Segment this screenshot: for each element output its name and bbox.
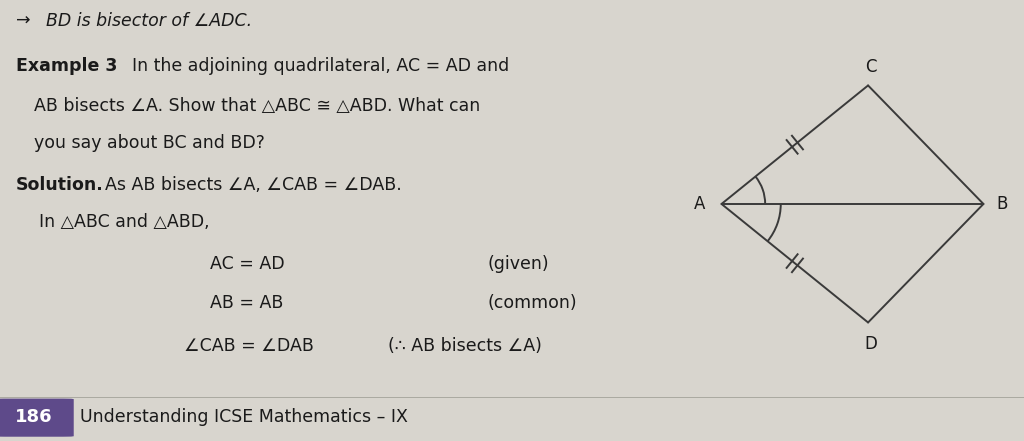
Text: AB = AB: AB = AB bbox=[210, 294, 284, 312]
Text: D: D bbox=[864, 335, 878, 353]
Text: BD is bisector of ∠ADC.: BD is bisector of ∠ADC. bbox=[46, 12, 252, 30]
Text: B: B bbox=[996, 195, 1008, 213]
Text: Understanding ICSE Mathematics – IX: Understanding ICSE Mathematics – IX bbox=[80, 408, 408, 426]
Text: ∠CAB = ∠DAB: ∠CAB = ∠DAB bbox=[183, 337, 313, 355]
Text: (common): (common) bbox=[487, 294, 578, 312]
Text: C: C bbox=[865, 58, 877, 76]
Text: →: → bbox=[15, 12, 30, 30]
Text: In the adjoining quadrilateral, AC = AD and: In the adjoining quadrilateral, AC = AD … bbox=[132, 57, 509, 75]
Text: A: A bbox=[694, 195, 706, 213]
Text: Example 3: Example 3 bbox=[15, 57, 117, 75]
Text: you say about BC and BD?: you say about BC and BD? bbox=[34, 134, 265, 152]
Text: (given): (given) bbox=[487, 254, 549, 273]
Text: (∴ AB bisects ∠A): (∴ AB bisects ∠A) bbox=[388, 337, 542, 355]
Text: In △ABC and △ABD,: In △ABC and △ABD, bbox=[39, 213, 210, 231]
Text: 186: 186 bbox=[15, 408, 52, 426]
Text: AB bisects ∠A. Show that △ABC ≅ △ABD. What can: AB bisects ∠A. Show that △ABC ≅ △ABD. Wh… bbox=[34, 97, 480, 115]
Text: Solution.: Solution. bbox=[15, 176, 103, 194]
Text: AC = AD: AC = AD bbox=[210, 254, 285, 273]
Text: As AB bisects ∠A, ∠CAB = ∠DAB.: As AB bisects ∠A, ∠CAB = ∠DAB. bbox=[105, 176, 402, 194]
FancyBboxPatch shape bbox=[0, 399, 74, 437]
